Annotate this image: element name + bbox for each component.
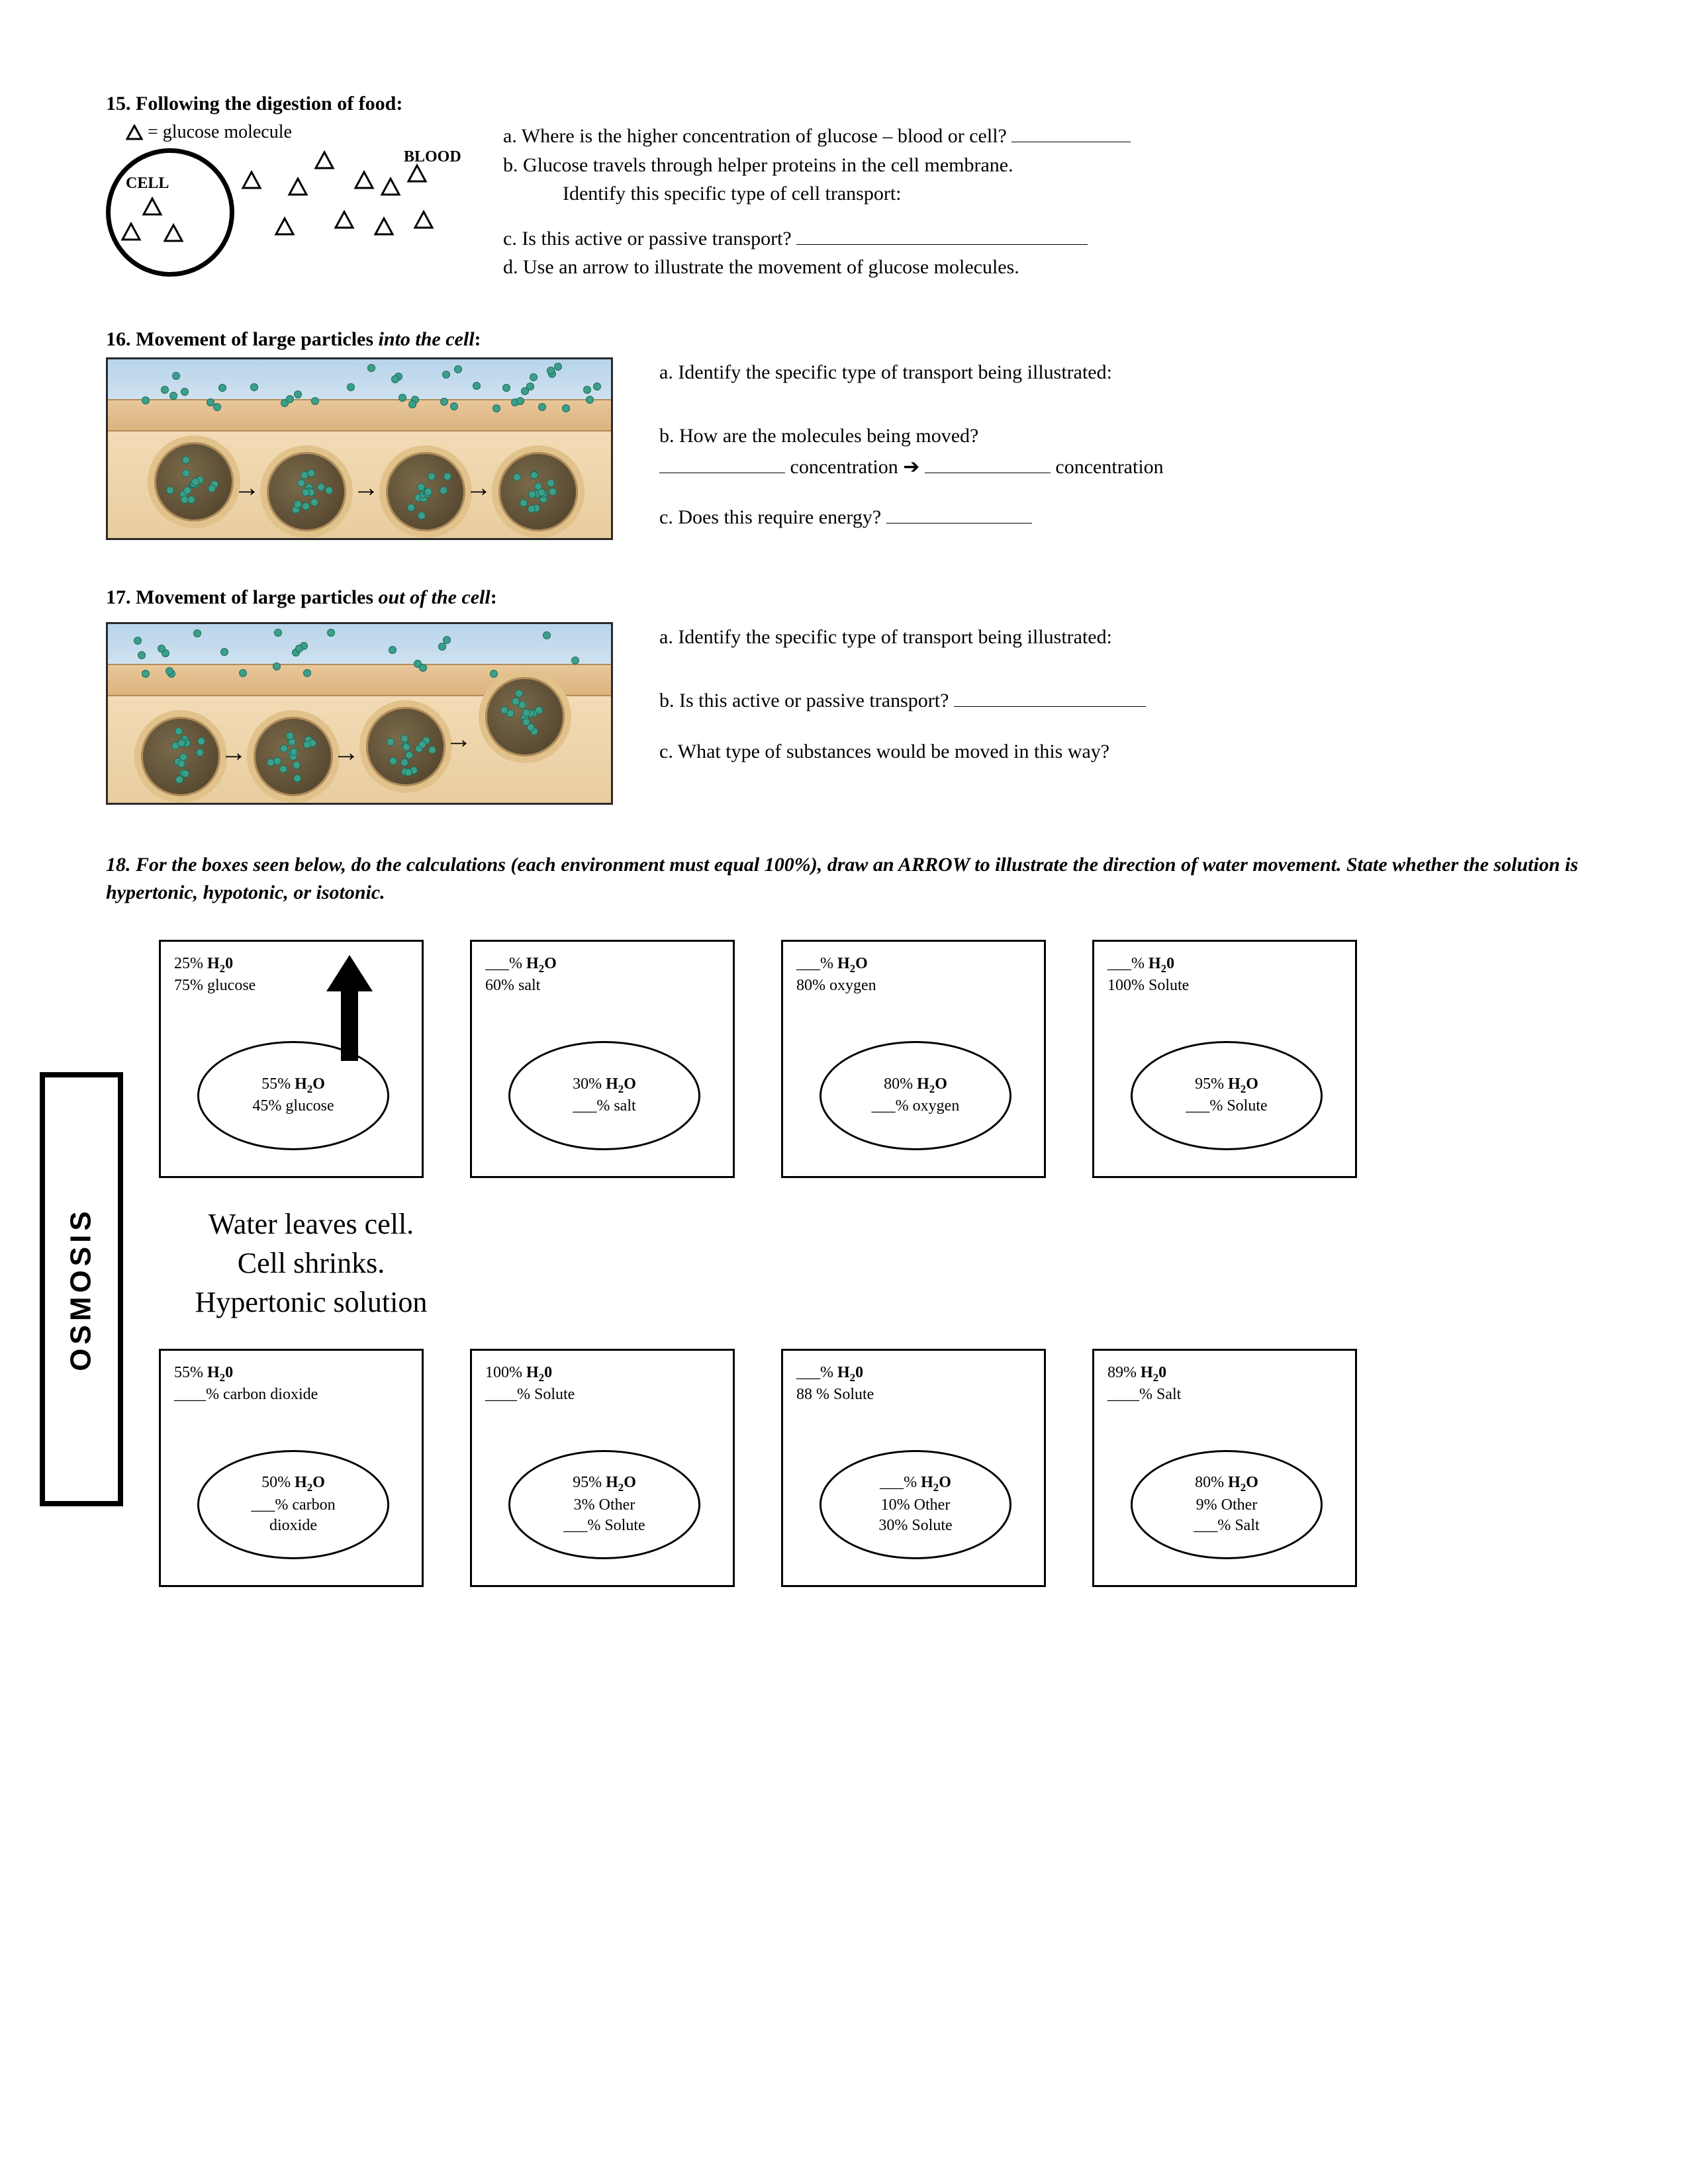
q15c: c. Is this active or passive transport? [503, 228, 792, 250]
osmosis-row-2: 55% H20____% carbon dioxide50% H2O___% c… [159, 1349, 1582, 1587]
q17-questions: a. Identify the specific type of transpo… [659, 622, 1582, 768]
q16-title: 16. Movement of large particles into the… [106, 328, 1582, 351]
q15a: a. Where is the higher concentration of … [503, 125, 1007, 147]
q17a: a. Identify the specific type of transpo… [659, 622, 1582, 653]
q16: 16. Movement of large particles into the… [106, 328, 1582, 540]
q17-illustration: →→→ [106, 622, 613, 805]
osmosis-box-2: ___% H2O80% oxygen80% H2O___% oxygen [781, 940, 1046, 1178]
q18: 18. For the boxes seen below, do the cal… [106, 851, 1582, 1587]
q15d: d. Use an arrow to illustrate the moveme… [503, 253, 1582, 282]
q15-questions: a. Where is the higher concentration of … [503, 122, 1582, 282]
osmosis-grid: 25% H2075% glucose55% H2O45% glucose___%… [159, 940, 1582, 1587]
osmosis-box-5: 100% H20____% Solute95% H2O3% Other___% … [470, 1349, 735, 1587]
q16a: a. Identify the specific type of transpo… [659, 357, 1582, 388]
osmosis-label-box: OSMOSIS [40, 1072, 123, 1506]
osmosis-box-7: 89% H20____% Salt80% H2O9% Other___% Sal… [1092, 1349, 1357, 1587]
glucose-triangles [106, 122, 477, 281]
q16c: c. Does this require energy? [659, 506, 881, 528]
q15c-blank[interactable] [796, 244, 1088, 245]
osmosis-box-6: ___% H2088 % Solute___% H2O10% Other30% … [781, 1349, 1046, 1587]
q17b: b. Is this active or passive transport? [659, 690, 949, 711]
osmosis-row-1: 25% H2075% glucose55% H2O45% glucose___%… [159, 940, 1582, 1178]
q17c: c. What type of substances would be move… [659, 737, 1582, 768]
q15b1: b. Glucose travels through helper protei… [503, 151, 1582, 180]
osmosis-box-4: 55% H20____% carbon dioxide50% H2O___% c… [159, 1349, 424, 1587]
osmosis-box-3: ___% H20100% Solute95% H2O___% Solute [1092, 940, 1357, 1178]
q15b2: Identify this specific type of cell tran… [563, 179, 1582, 208]
q15: 15. Following the digestion of food: = g… [106, 93, 1582, 282]
q16-questions: a. Identify the specific type of transpo… [659, 357, 1582, 533]
q18-intro: 18. For the boxes seen below, do the cal… [106, 851, 1582, 907]
q16-illustration: →→→ [106, 357, 613, 540]
q15-title: 15. Following the digestion of food: [106, 93, 1582, 115]
osmosis-label: OSMOSIS [65, 1207, 98, 1371]
osmosis-box-1: ___% H2O60% salt30% H2O___% salt [470, 940, 735, 1178]
osmosis-box-0: 25% H2075% glucose55% H2O45% glucose [159, 940, 424, 1178]
q17-title: 17. Movement of large particles out of t… [106, 586, 1582, 609]
osmosis-cursive: Water leaves cell. Cell shrinks. Hyperto… [146, 1205, 477, 1322]
q16b: b. How are the molecules being moved? [659, 421, 1582, 452]
q15-diagram: = glucose molecule CELL BLOOD [106, 122, 477, 281]
q17: 17. Movement of large particles out of t… [106, 586, 1582, 805]
q17b-blank[interactable] [954, 706, 1146, 707]
